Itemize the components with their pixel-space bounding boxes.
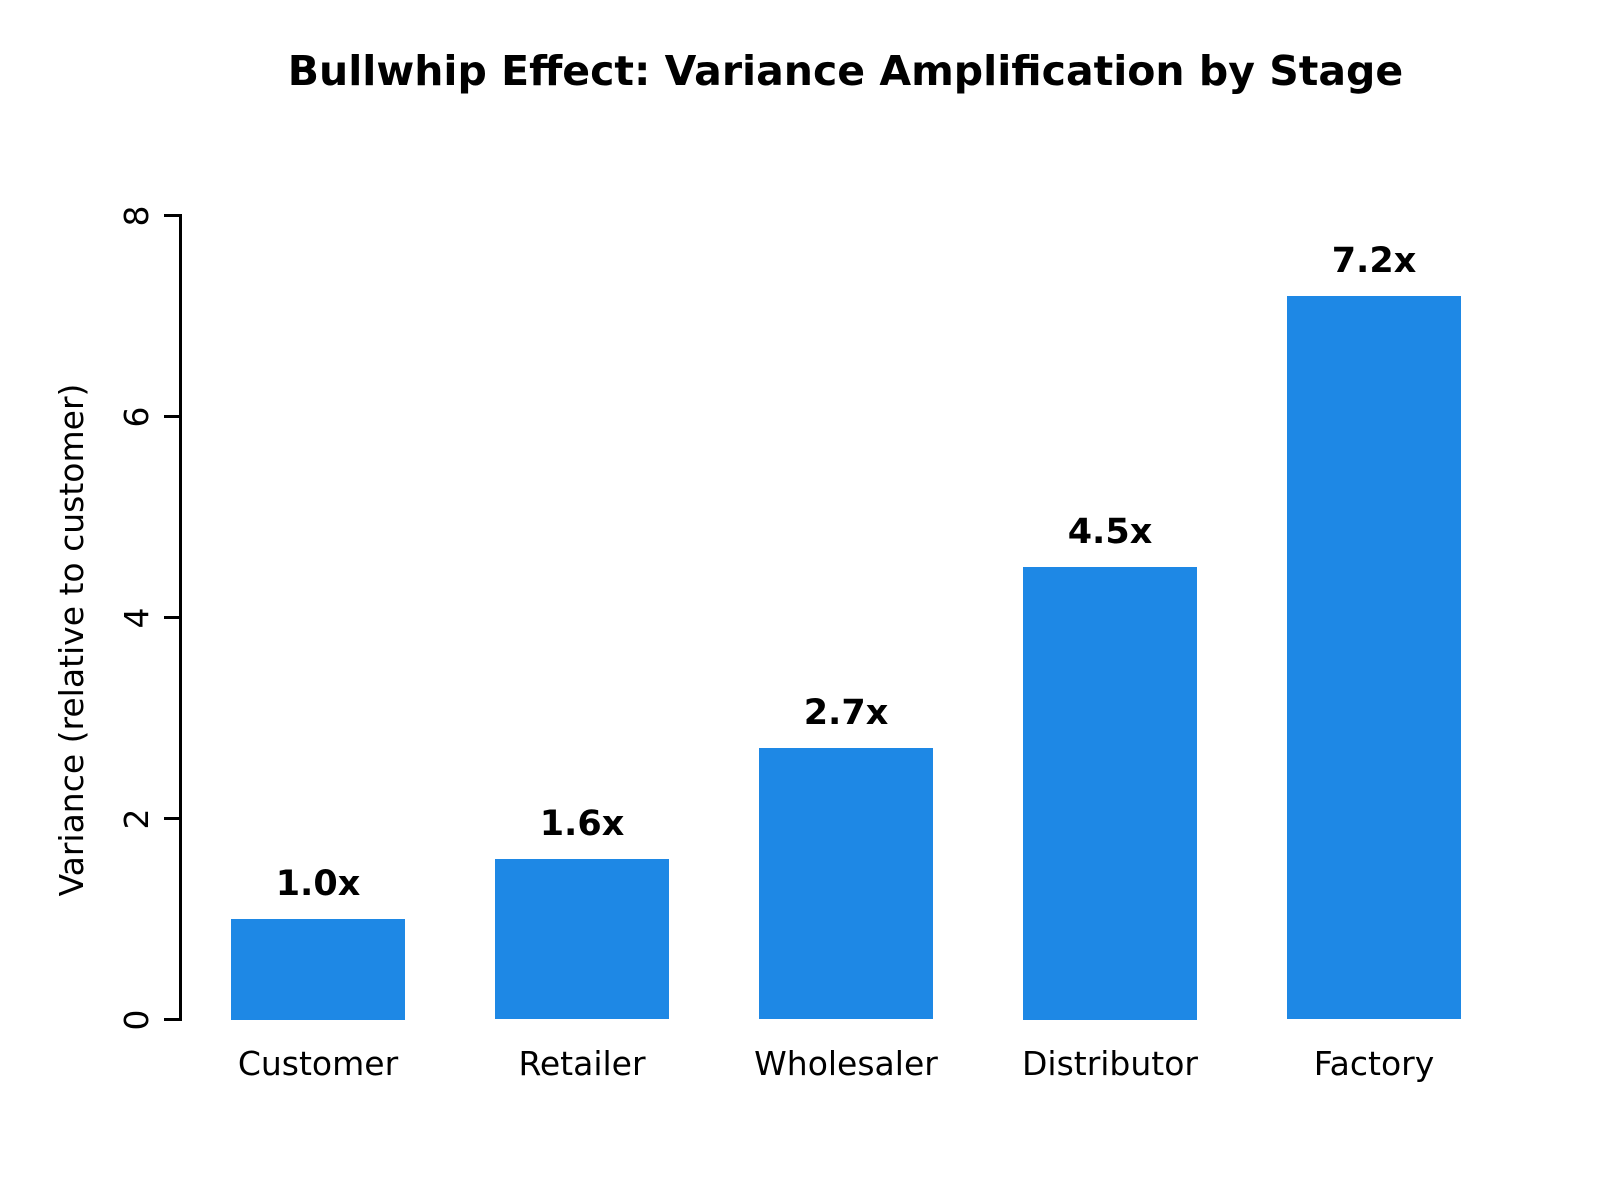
bar bbox=[1287, 295, 1461, 1020]
y-axis-label: Variance (relative to customer) bbox=[51, 383, 91, 897]
y-axis-tick-label: 8 bbox=[116, 205, 156, 226]
y-axis-tick bbox=[164, 1018, 179, 1021]
y-axis-line bbox=[179, 214, 182, 1021]
bar bbox=[231, 919, 405, 1020]
y-axis-tick-label: 2 bbox=[116, 808, 156, 829]
bar-value-label: 7.2x bbox=[1331, 240, 1417, 281]
x-category-label: Distributor bbox=[1021, 1044, 1198, 1083]
bar bbox=[1023, 567, 1197, 1020]
x-category-label: Wholesaler bbox=[754, 1044, 938, 1083]
x-category-label: Retailer bbox=[518, 1044, 646, 1083]
y-axis-tick bbox=[164, 817, 179, 820]
y-axis-tick-label: 0 bbox=[116, 1009, 156, 1030]
bar-value-label: 1.6x bbox=[539, 803, 625, 844]
x-category-label: Factory bbox=[1313, 1044, 1435, 1083]
y-axis-tick-label: 6 bbox=[116, 406, 156, 427]
bar bbox=[759, 748, 933, 1020]
y-axis-tick bbox=[164, 214, 179, 217]
chart-title: Bullwhip Effect: Variance Amplification … bbox=[287, 47, 1404, 95]
bar-value-label: 1.0x bbox=[275, 864, 361, 904]
y-axis-tick-label: 4 bbox=[116, 607, 156, 628]
bar-value-label: 2.7x bbox=[803, 693, 889, 734]
y-axis-tick bbox=[164, 415, 179, 418]
x-category-label: Customer bbox=[237, 1044, 399, 1083]
bar bbox=[495, 858, 669, 1020]
bar-value-label: 4.5x bbox=[1067, 512, 1153, 553]
y-axis-tick bbox=[164, 616, 179, 619]
